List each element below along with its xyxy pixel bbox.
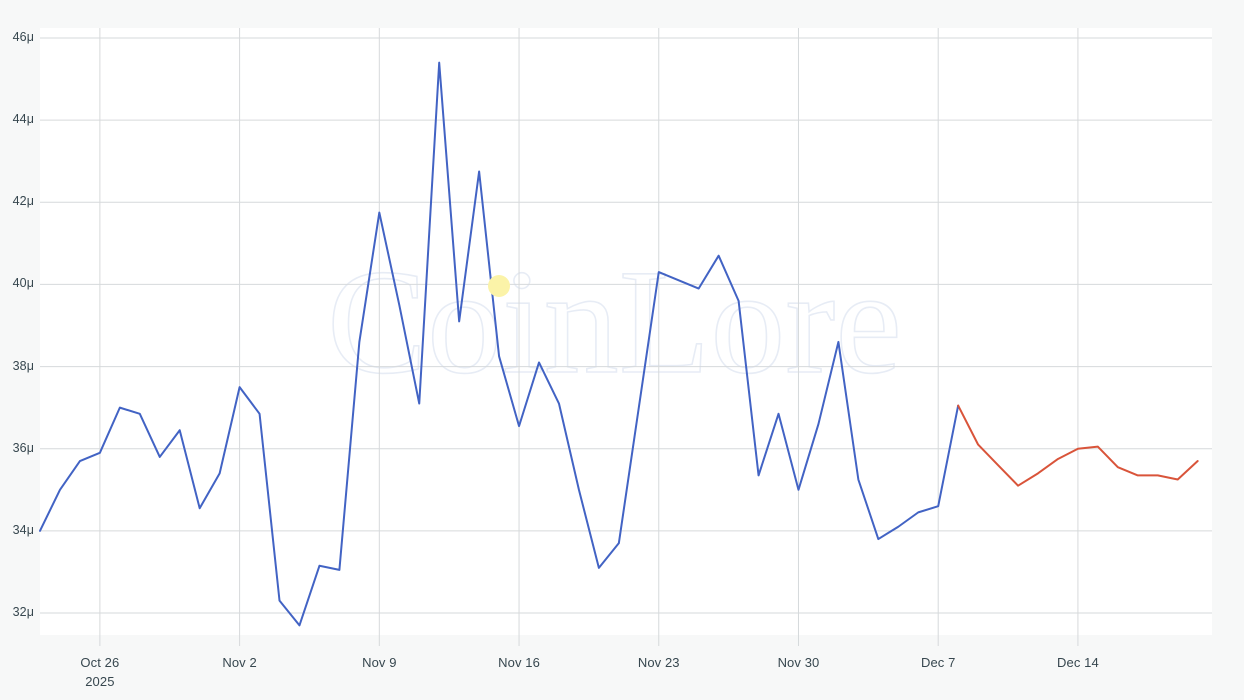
y-tick-label: 46μ bbox=[12, 30, 34, 44]
y-tick-label: 38μ bbox=[12, 358, 34, 373]
series-line-forecast bbox=[957, 404, 1199, 487]
x-tick-label: Nov 2 bbox=[222, 655, 257, 670]
y-tick-label: 34μ bbox=[12, 522, 34, 537]
x-tick-label: Nov 16 bbox=[498, 655, 540, 670]
x-tick-label-year: 2025 bbox=[85, 674, 115, 689]
series-line-historical bbox=[39, 61, 960, 627]
x-tick-label: Nov 9 bbox=[362, 655, 397, 670]
x-tick-label: Dec 7 bbox=[920, 655, 956, 670]
gridlines bbox=[40, 28, 1212, 635]
y-tick-label: 42μ bbox=[12, 194, 34, 209]
y-tick-label: 40μ bbox=[12, 276, 34, 291]
x-tick-label: Oct 26 bbox=[80, 655, 120, 670]
x-tick-label: Nov 30 bbox=[777, 655, 820, 670]
y-tick-label: 32μ bbox=[12, 605, 34, 619]
y-tick-label: 36μ bbox=[12, 440, 34, 455]
x-tick-label: Dec 14 bbox=[1057, 655, 1099, 670]
plot-area-background bbox=[40, 28, 1212, 635]
x-tick-label: Nov 23 bbox=[637, 655, 680, 670]
x-tick-marks bbox=[99, 635, 1079, 646]
y-tick-label: 44μ bbox=[12, 112, 34, 127]
series-layer bbox=[39, 61, 1199, 627]
